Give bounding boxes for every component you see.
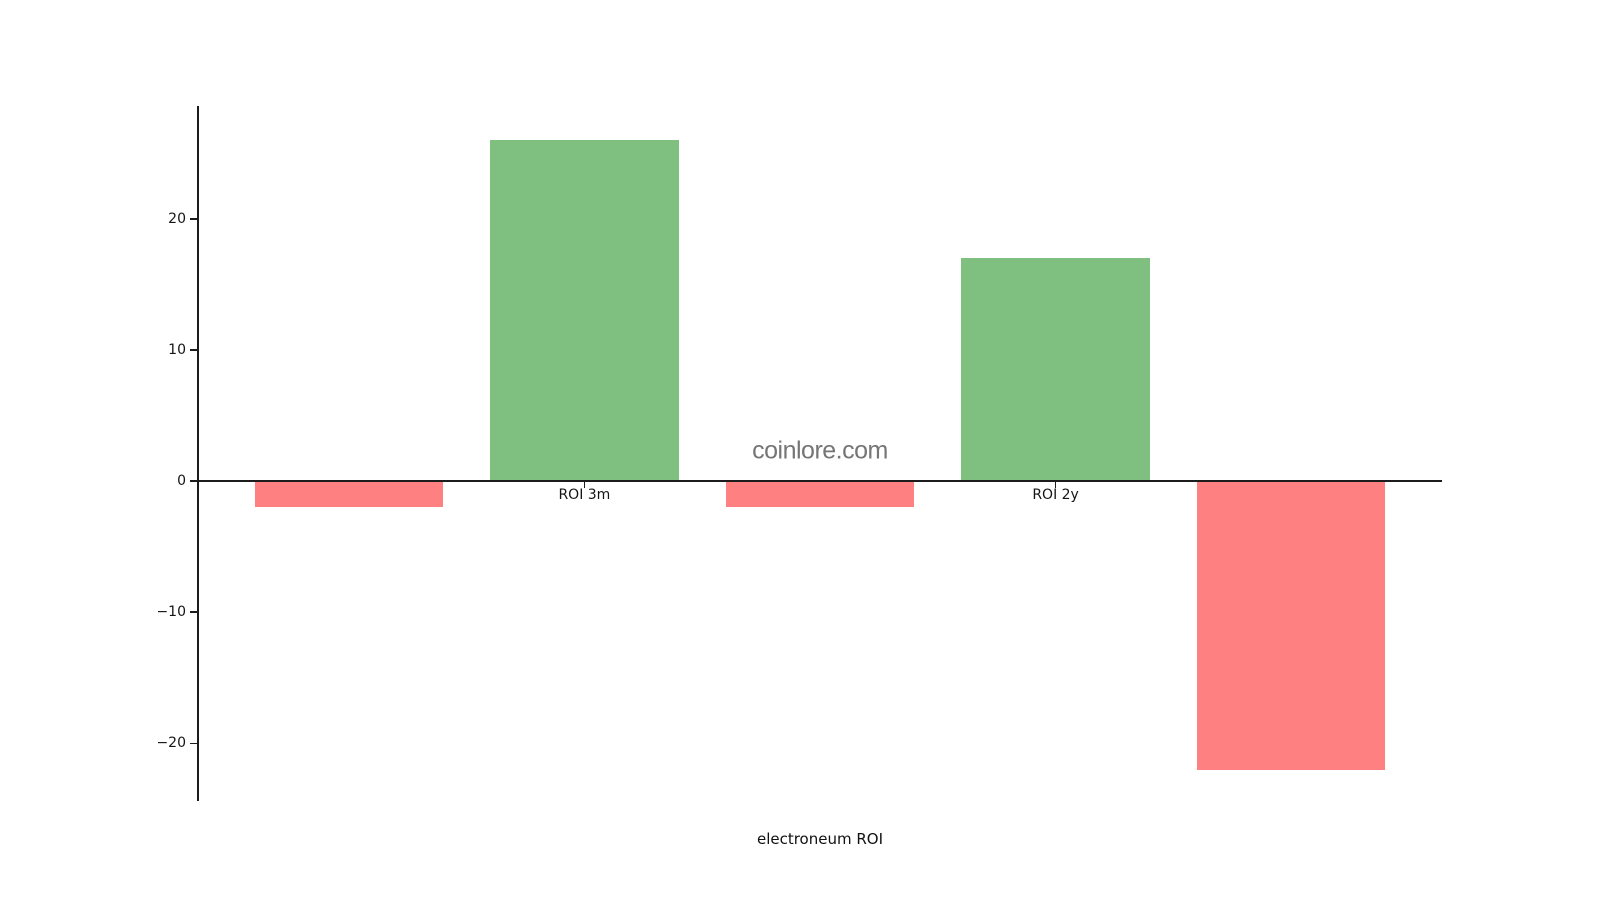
y-tick-mark: [190, 742, 197, 745]
chart-plot-area: 20 10 0 −10 −20 ROI 3m ROI 2y coinlore.com: [156, 106, 1442, 801]
bar-unlabeled-4: [1196, 481, 1386, 770]
y-tick-mark: [190, 611, 197, 613]
y-tick-label: 10: [168, 341, 186, 358]
y-tick-mark: [190, 218, 197, 220]
watermark-text: coinlore.com: [752, 436, 888, 465]
y-tick-mark: [190, 349, 197, 351]
y-tick-label: −20: [156, 735, 186, 752]
x-tick-label: ROI 2y: [1032, 487, 1079, 504]
y-tick-mark: [190, 480, 197, 482]
x-axis-zero-line: [198, 480, 1442, 482]
x-tick-mark: [583, 481, 586, 489]
y-tick-label: 20: [168, 210, 186, 227]
bar-unlabeled-2: [725, 481, 915, 508]
bar-roi-3m: [490, 140, 679, 482]
x-tick-label: ROI 3m: [558, 487, 611, 504]
y-tick-label: −10: [156, 604, 186, 621]
bar-unlabeled-0: [254, 481, 444, 508]
bar-roi-2y: [961, 258, 1150, 482]
x-tick-mark: [1054, 481, 1057, 489]
chart-title: electroneum ROI: [756, 830, 884, 848]
y-tick-label: 0: [177, 473, 186, 490]
y-axis-line: [197, 106, 199, 801]
